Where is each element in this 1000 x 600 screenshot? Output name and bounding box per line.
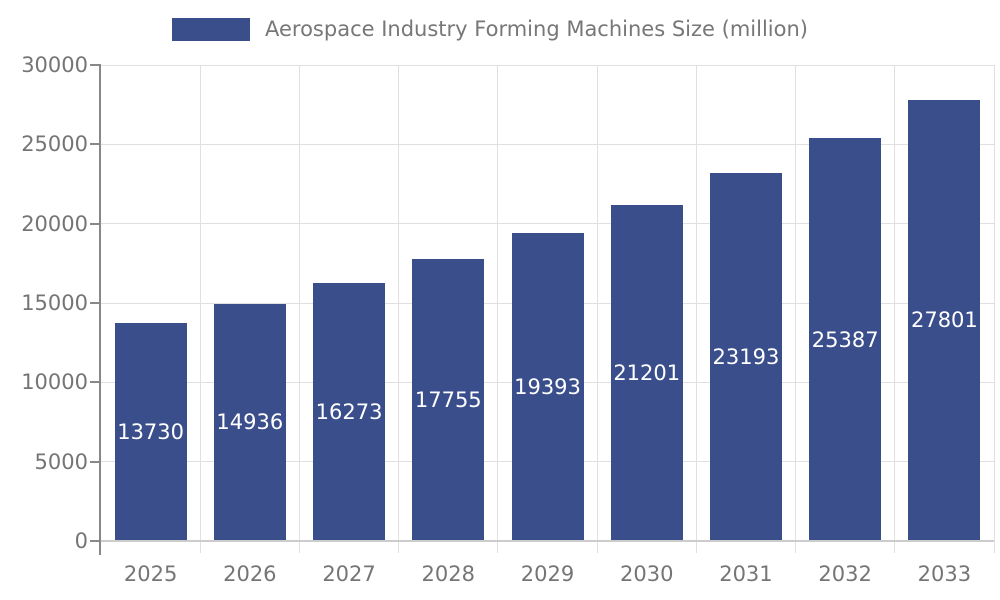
y-tick-label: 20000 <box>21 211 88 236</box>
bar-value-label: 16273 <box>315 399 383 424</box>
bar-value-label: 13730 <box>117 420 185 445</box>
y-tick-label: 5000 <box>34 449 88 474</box>
x-tick-label: 2032 <box>818 562 872 586</box>
x-axis-line <box>101 540 994 542</box>
y-axis-line <box>99 65 101 555</box>
y-axis-tick <box>90 302 101 304</box>
bar: 23193 <box>709 173 782 541</box>
y-axis-tick <box>90 460 101 463</box>
bar-value-label: 21201 <box>613 360 681 385</box>
bar-value-label: 14936 <box>216 410 284 435</box>
bar: 17755 <box>412 259 485 541</box>
bar: 16273 <box>313 282 386 541</box>
y-tick-label: 10000 <box>21 370 88 395</box>
gridline-vertical <box>596 65 598 553</box>
y-axis-tick <box>90 222 101 225</box>
bar: 19393 <box>511 233 584 541</box>
gridline-horizontal <box>101 143 994 145</box>
x-tick-label: 2033 <box>917 562 972 586</box>
bar: 13730 <box>114 323 187 541</box>
legend: Aerospace Industry Forming Machines Size… <box>172 17 808 41</box>
x-tick-label: 2026 <box>223 562 277 586</box>
x-tick-label: 2030 <box>619 562 674 586</box>
gridline-horizontal <box>101 223 994 225</box>
bar: 25387 <box>809 138 882 541</box>
x-tick-label: 2028 <box>421 562 475 586</box>
bar-value-label: 27801 <box>910 308 978 333</box>
x-tick-label: 2027 <box>322 562 376 586</box>
gridline-horizontal <box>101 64 994 66</box>
y-axis-tick <box>90 143 101 146</box>
bar: 14936 <box>213 304 286 541</box>
x-tick-label: 2025 <box>123 562 178 586</box>
y-tick-label: 0 <box>74 529 88 553</box>
x-tick-label: 2029 <box>520 562 575 586</box>
gridline-vertical <box>993 65 995 553</box>
bar: 21201 <box>610 204 683 541</box>
legend-label: Aerospace Industry Forming Machines Size… <box>265 17 808 41</box>
y-axis-tick <box>90 540 101 542</box>
y-axis-tick <box>90 64 101 66</box>
bar: 27801 <box>908 99 981 541</box>
bar-value-label: 23193 <box>712 344 780 369</box>
y-tick-label: 15000 <box>21 291 88 315</box>
bar-value-label: 25387 <box>811 327 879 352</box>
bar-value-label: 19393 <box>514 375 581 400</box>
legend-swatch <box>172 17 250 41</box>
bar-value-label: 17755 <box>414 388 482 413</box>
y-tick-label: 30000 <box>21 53 88 77</box>
x-tick-label: 2031 <box>719 562 773 586</box>
gridline-vertical <box>199 65 201 553</box>
gridline-vertical <box>795 65 797 553</box>
y-tick-label: 25000 <box>21 132 88 157</box>
gridline-vertical <box>894 65 896 553</box>
gridline-vertical <box>398 65 400 553</box>
gridline-vertical <box>497 65 499 553</box>
y-axis-tick <box>90 381 101 384</box>
gridline-vertical <box>298 65 300 553</box>
gridline-vertical <box>695 65 697 553</box>
